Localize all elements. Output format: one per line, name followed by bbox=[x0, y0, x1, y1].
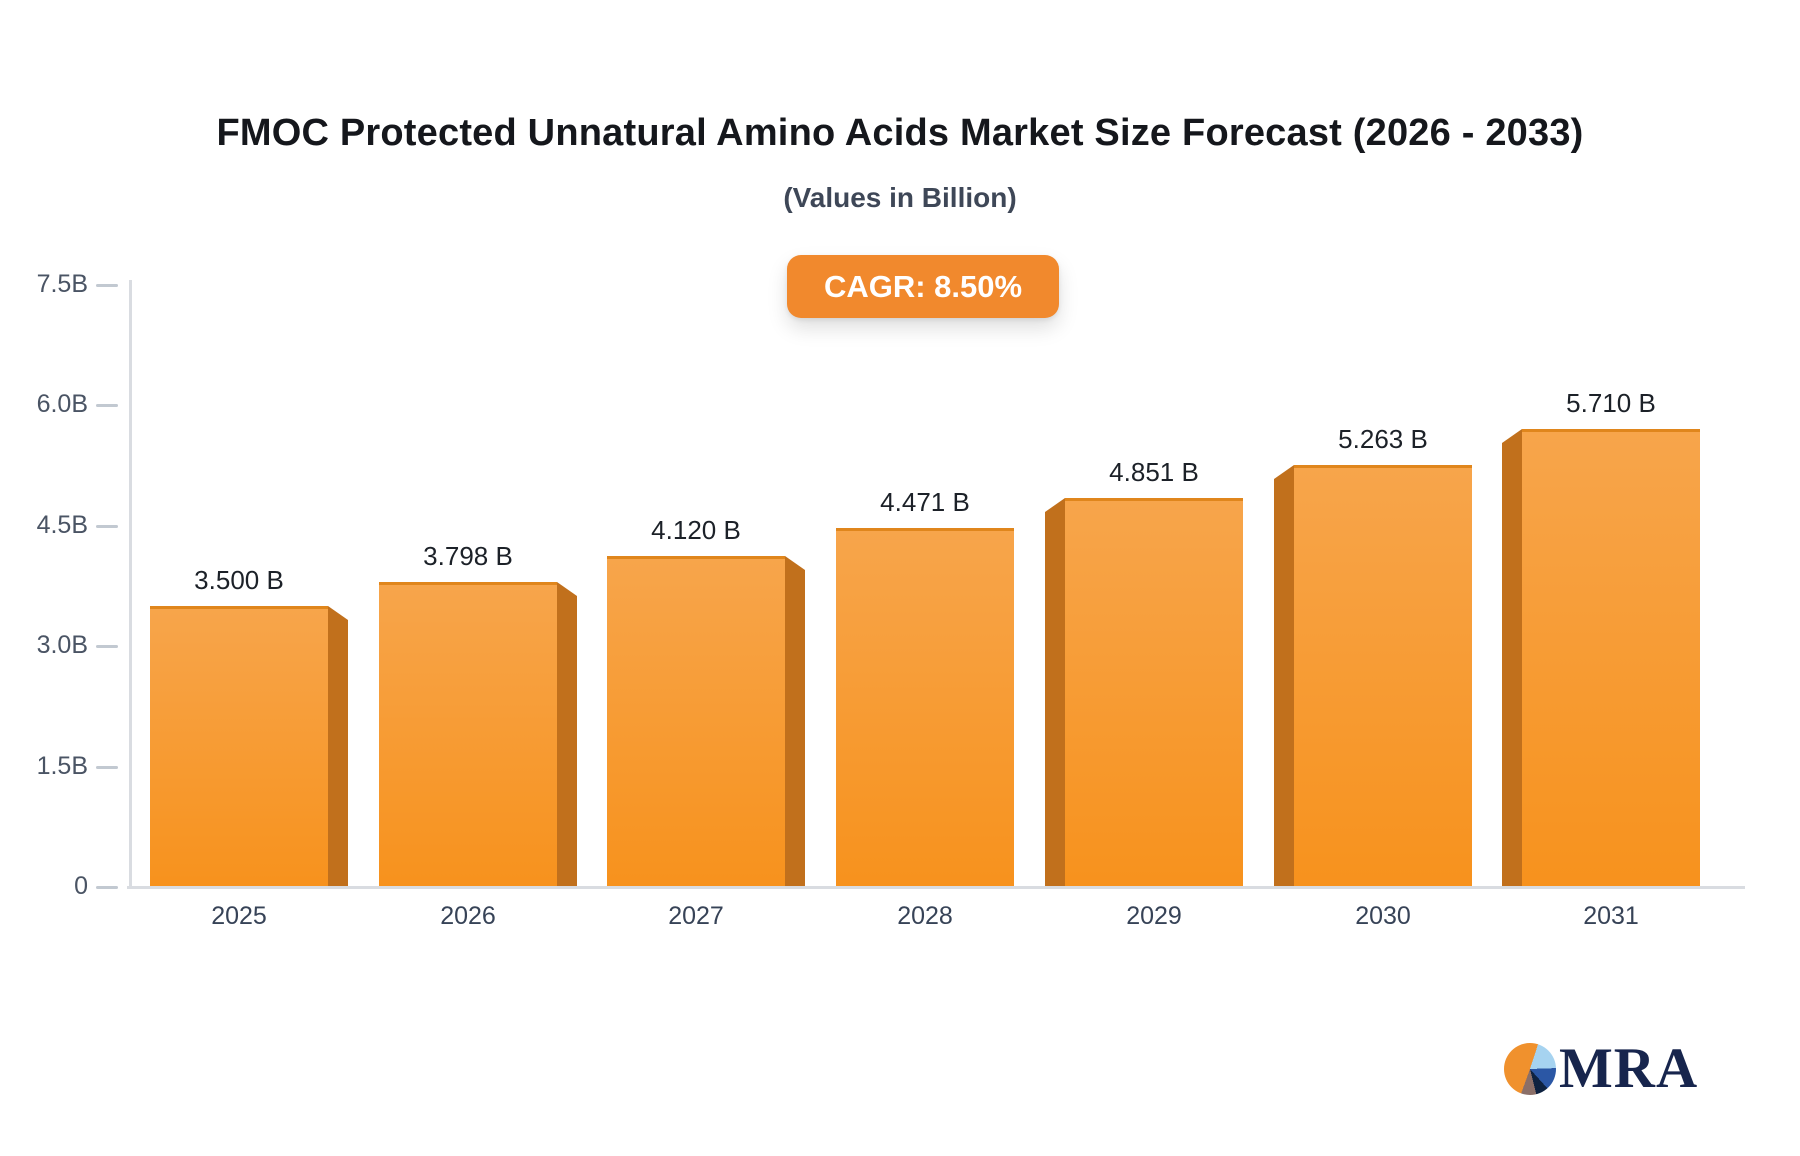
bar-side-face bbox=[328, 606, 348, 886]
bar-value-label: 5.263 B bbox=[1338, 424, 1428, 454]
bar-side-face bbox=[1274, 465, 1294, 886]
y-axis-label: 1.5B bbox=[36, 752, 88, 780]
y-tick-dash bbox=[96, 766, 118, 769]
bar-side-face bbox=[1502, 429, 1522, 886]
x-axis-line bbox=[127, 886, 1745, 889]
bar-side-face bbox=[557, 582, 577, 886]
bar-value-label: 5.710 B bbox=[1566, 388, 1656, 418]
y-tick-dash bbox=[96, 404, 118, 407]
y-tick-dash bbox=[96, 525, 118, 528]
chart-title: FMOC Protected Unnatural Amino Acids Mar… bbox=[216, 112, 1584, 154]
pie-chart-logo-icon bbox=[1504, 1043, 1556, 1095]
brand-logo: MRA bbox=[1504, 1037, 1698, 1101]
bar-2028 bbox=[836, 528, 1014, 886]
y-tick-dash bbox=[96, 886, 118, 889]
x-axis-label: 2028 bbox=[897, 902, 953, 930]
bar-side-face bbox=[1045, 498, 1065, 886]
bar-2026 bbox=[379, 582, 557, 886]
x-axis-label: 2025 bbox=[211, 902, 267, 930]
x-axis-label: 2026 bbox=[440, 902, 496, 930]
y-tick-dash bbox=[96, 645, 118, 648]
bar-value-label: 4.851 B bbox=[1109, 457, 1199, 487]
bar-value-label: 4.471 B bbox=[880, 487, 970, 517]
y-axis-line bbox=[129, 280, 132, 889]
y-axis-label: 3.0B bbox=[36, 631, 88, 659]
chart-subtitle: (Values in Billion) bbox=[783, 182, 1017, 213]
x-axis-label: 2027 bbox=[668, 902, 724, 930]
cagr-badge: CAGR: 8.50% bbox=[787, 255, 1059, 318]
x-axis-label: 2029 bbox=[1126, 902, 1182, 930]
y-axis-label: 7.5B bbox=[36, 270, 88, 298]
bar-2031 bbox=[1522, 429, 1700, 886]
x-axis-label: 2031 bbox=[1583, 902, 1639, 930]
bar-2029 bbox=[1065, 498, 1243, 886]
y-axis-label: 0 bbox=[74, 872, 88, 900]
bar-2025 bbox=[150, 606, 328, 886]
y-axis-label: 6.0B bbox=[36, 390, 88, 418]
bar-2030 bbox=[1294, 465, 1472, 886]
bar-value-label: 3.798 B bbox=[423, 541, 513, 571]
bar-2027 bbox=[607, 556, 785, 886]
x-axis-label: 2030 bbox=[1355, 902, 1411, 930]
y-axis-label: 4.5B bbox=[36, 511, 88, 539]
cagr-badge-label: CAGR: 8.50% bbox=[823, 268, 1023, 304]
bar-value-label: 4.120 B bbox=[651, 515, 741, 545]
bar-value-label: 3.500 B bbox=[194, 565, 284, 595]
logo-text: MRA bbox=[1559, 1037, 1699, 1100]
bar-side-face bbox=[785, 556, 805, 886]
y-tick-dash bbox=[96, 284, 118, 287]
